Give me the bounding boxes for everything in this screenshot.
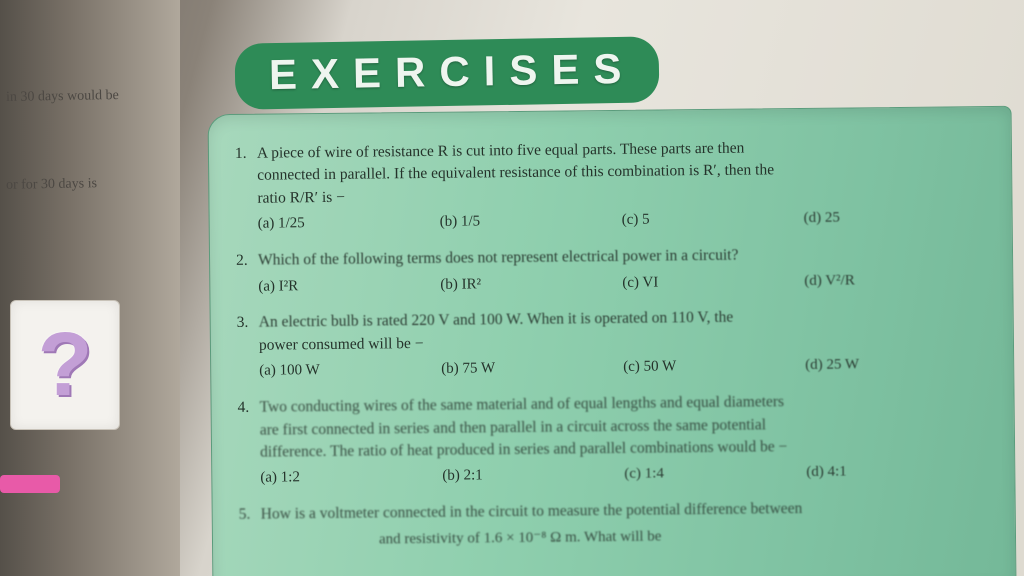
q1-number: 1.: [235, 143, 257, 166]
prev-page-text-1: in 30 days would be: [6, 85, 119, 108]
q3-number: 3.: [237, 312, 259, 335]
question-mark-icon: ?: [38, 298, 93, 433]
q4-opt-c: (c) 1:4: [624, 462, 806, 486]
q4-number: 4.: [237, 397, 259, 420]
question-mark-box: ?: [10, 300, 120, 430]
q5-stem-a: How is a voltmeter connected in the circ…: [261, 500, 803, 523]
prev-page-text-2: or for 30 days is: [6, 173, 97, 196]
q2-stem-a: Which of the following terms does not re…: [258, 247, 738, 269]
q3-opt-a: (a) 100 W: [259, 359, 441, 383]
q4-options: (a) 1:2 (b) 2:1 (c) 1:4 (d) 4:1: [238, 461, 988, 491]
q2-opt-c: (c) VI: [622, 271, 804, 295]
pink-strip: [0, 475, 60, 493]
q1-stem-a: A piece of wire of resistance R is cut i…: [257, 140, 745, 162]
exercises-heading: EXERCISES: [234, 36, 660, 109]
q2-opt-a: (a) I²R: [258, 274, 440, 298]
q4-opt-d: (d) 4:1: [806, 461, 988, 485]
q5-tail: and resistivity of 1.6 × 10⁻⁸ Ω m. What …: [239, 523, 989, 553]
question-5: 5.How is a voltmeter connected in the ci…: [239, 496, 989, 552]
q1-opt-a: (a) 1/25: [258, 212, 440, 236]
q1-opt-d: (d) 25: [804, 206, 986, 230]
question-2: 2.Which of the following terms does not …: [236, 242, 986, 298]
q3-stem-a: An electric bulb is rated 220 V and 100 …: [259, 309, 734, 331]
q5-number: 5.: [239, 504, 261, 527]
page-root: in 30 days would be or for 30 days is ? …: [0, 0, 1024, 576]
exercises-panel: 1.A piece of wire of resistance R is cut…: [208, 106, 1017, 576]
q1-opt-b: (b) 1/5: [440, 210, 622, 234]
q4-opt-a: (a) 1:2: [260, 466, 442, 490]
question-1: 1.A piece of wire of resistance R is cut…: [235, 135, 986, 236]
left-margin: in 30 days would be or for 30 days is ?: [0, 0, 180, 576]
q2-opt-b: (b) IR²: [440, 273, 622, 297]
q3-opt-c: (c) 50 W: [623, 355, 805, 379]
q3-opt-b: (b) 75 W: [441, 357, 623, 381]
q1-opt-c: (c) 5: [622, 208, 804, 232]
q2-opt-d: (d) V²/R: [804, 269, 986, 293]
q3-opt-d: (d) 25 W: [805, 353, 987, 377]
q3-options: (a) 100 W (b) 75 W (c) 50 W (d) 25 W: [237, 353, 987, 383]
q1-options: (a) 1/25 (b) 1/5 (c) 5 (d) 25: [236, 206, 986, 236]
question-4: 4.Two conducting wires of the same mater…: [237, 389, 988, 490]
q5-tail-a: and resistivity of 1.6 × 10⁻⁸ Ω m. What …: [379, 523, 989, 551]
q2-options: (a) I²R (b) IR² (c) VI (d) V²/R: [236, 269, 986, 299]
question-3: 3.An electric bulb is rated 220 V and 10…: [237, 304, 988, 383]
q2-number: 2.: [236, 250, 258, 273]
q4-opt-b: (b) 2:1: [442, 464, 624, 488]
q4-stem-a: Two conducting wires of the same materia…: [260, 393, 785, 415]
